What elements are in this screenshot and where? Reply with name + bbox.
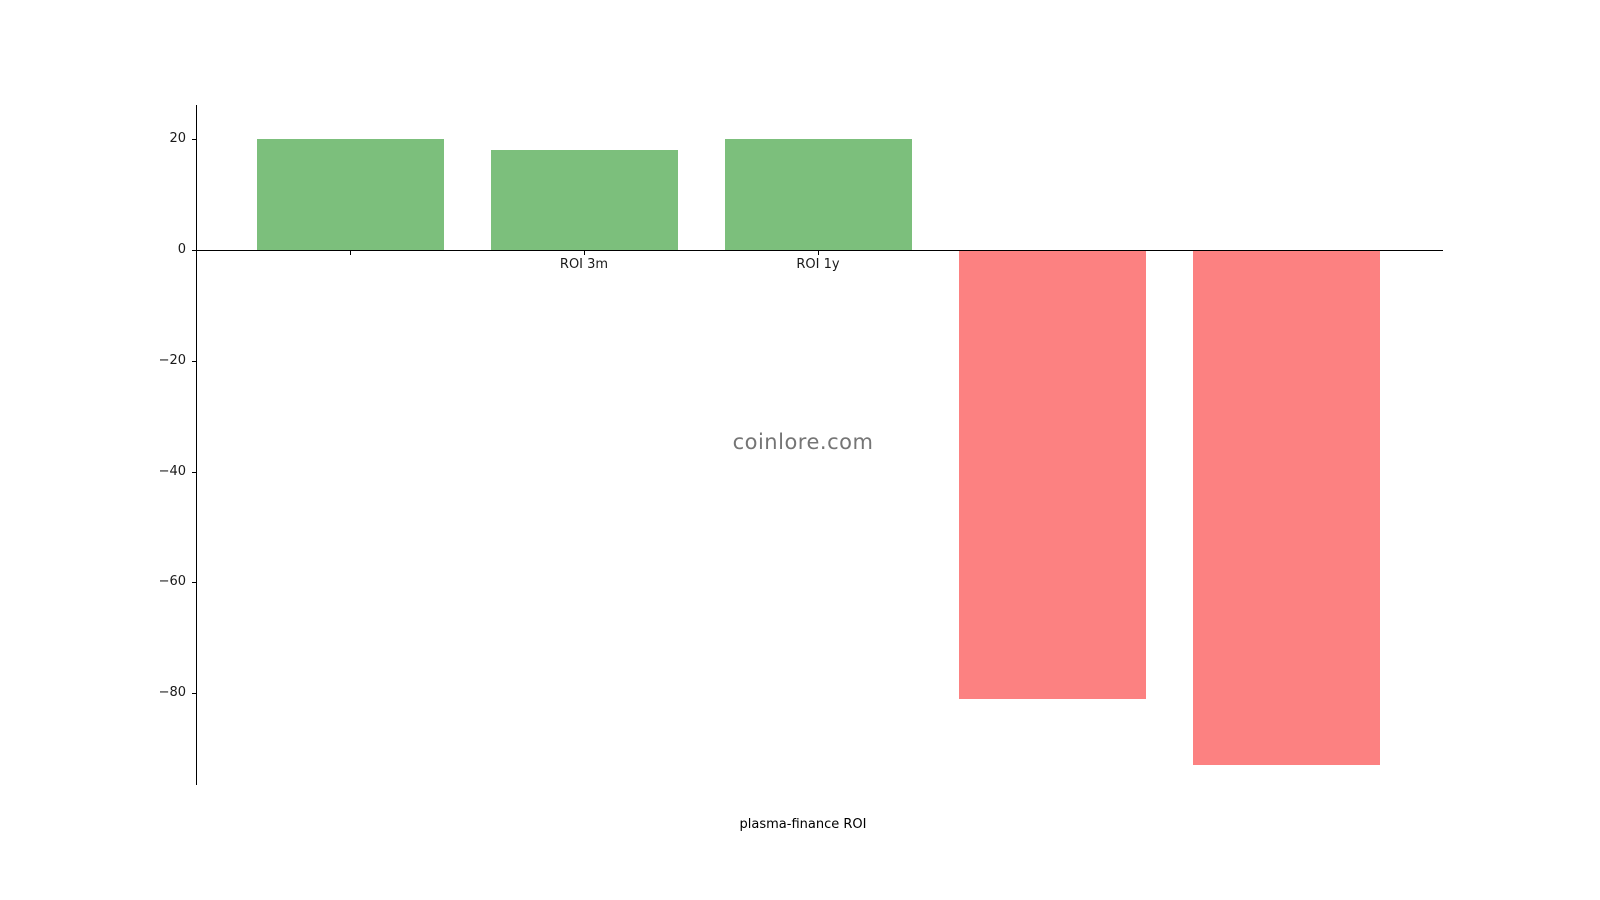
x-tick-mark: [350, 251, 351, 255]
bar-roi-3m: [490, 150, 678, 250]
y-tick-mark: [192, 139, 196, 141]
y-tick-mark: [192, 360, 196, 362]
y-tick-mark: [192, 471, 196, 473]
x-tick-label: ROI 3m: [559, 257, 609, 272]
x-tick-mark: [818, 251, 819, 255]
bar-roi-1y: [724, 139, 912, 250]
x-axis-zero-line: [196, 250, 1443, 251]
bar-index-3: [958, 250, 1146, 699]
y-tick-label: 20: [169, 131, 186, 147]
y-tick-label: −20: [158, 352, 186, 368]
y-tick-mark: [192, 582, 196, 584]
x-tick-mark: [584, 251, 585, 255]
watermark-text: coinlore.com: [732, 430, 874, 454]
y-tick-label: 0: [177, 242, 186, 257]
y-tick-label: −40: [158, 463, 186, 479]
bar-index-4: [1192, 250, 1380, 766]
bar-index-0: [256, 139, 444, 250]
y-tick-label: −60: [158, 574, 186, 590]
y-axis-spine: [196, 105, 197, 785]
x-tick-label: ROI 1y: [796, 257, 840, 272]
y-tick-label: −80: [158, 685, 186, 701]
y-tick-mark: [192, 250, 196, 251]
chart-title: plasma-finance ROI: [739, 817, 867, 832]
y-tick-mark: [192, 693, 196, 695]
